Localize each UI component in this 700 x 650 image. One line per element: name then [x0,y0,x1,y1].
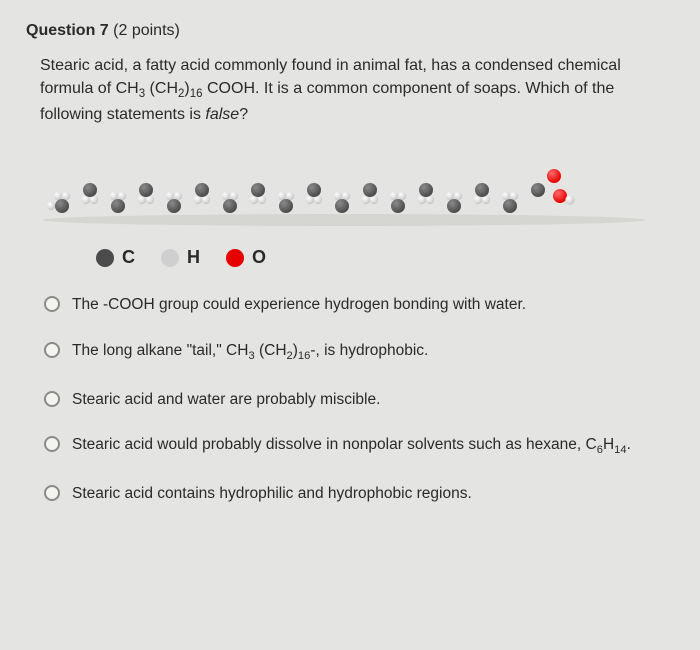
question-points: (2 points) [113,22,180,39]
radio-icon [44,436,60,452]
option-text: The long alkane "tail," CH3 (CH2)16-, is… [72,340,428,365]
option-text: Stearic acid and water are probably misc… [72,389,380,411]
question-number: Question 7 [26,22,113,39]
option-c[interactable]: Stearic acid and water are probably misc… [44,389,674,411]
hydrogen-swatch [161,249,179,267]
radio-icon [44,296,60,312]
option-e[interactable]: Stearic acid contains hydrophilic and hy… [44,483,674,505]
option-text: Stearic acid contains hydrophilic and hy… [72,483,472,505]
oxygen-swatch [226,249,244,267]
carbon-swatch [96,249,114,267]
option-text: Stearic acid would probably dissolve in … [72,434,631,459]
question-header: Question 7 (2 points) [26,22,674,40]
radio-icon [44,485,60,501]
radio-icon [44,342,60,358]
question-body: Stearic acid, a fatty acid commonly foun… [26,54,674,126]
legend-carbon: C [96,247,135,268]
radio-icon [44,391,60,407]
option-d[interactable]: Stearic acid would probably dissolve in … [44,434,674,459]
atom-legend: C H O [26,247,674,268]
legend-oxygen: O [226,247,266,268]
molecule-diagram [26,144,674,237]
option-b[interactable]: The long alkane "tail," CH3 (CH2)16-, is… [44,340,674,365]
legend-hydrogen: H [161,247,200,268]
option-a[interactable]: The -COOH group could experience hydroge… [44,294,674,316]
option-text: The -COOH group could experience hydroge… [72,294,526,316]
answer-options: The -COOH group could experience hydroge… [26,294,674,504]
